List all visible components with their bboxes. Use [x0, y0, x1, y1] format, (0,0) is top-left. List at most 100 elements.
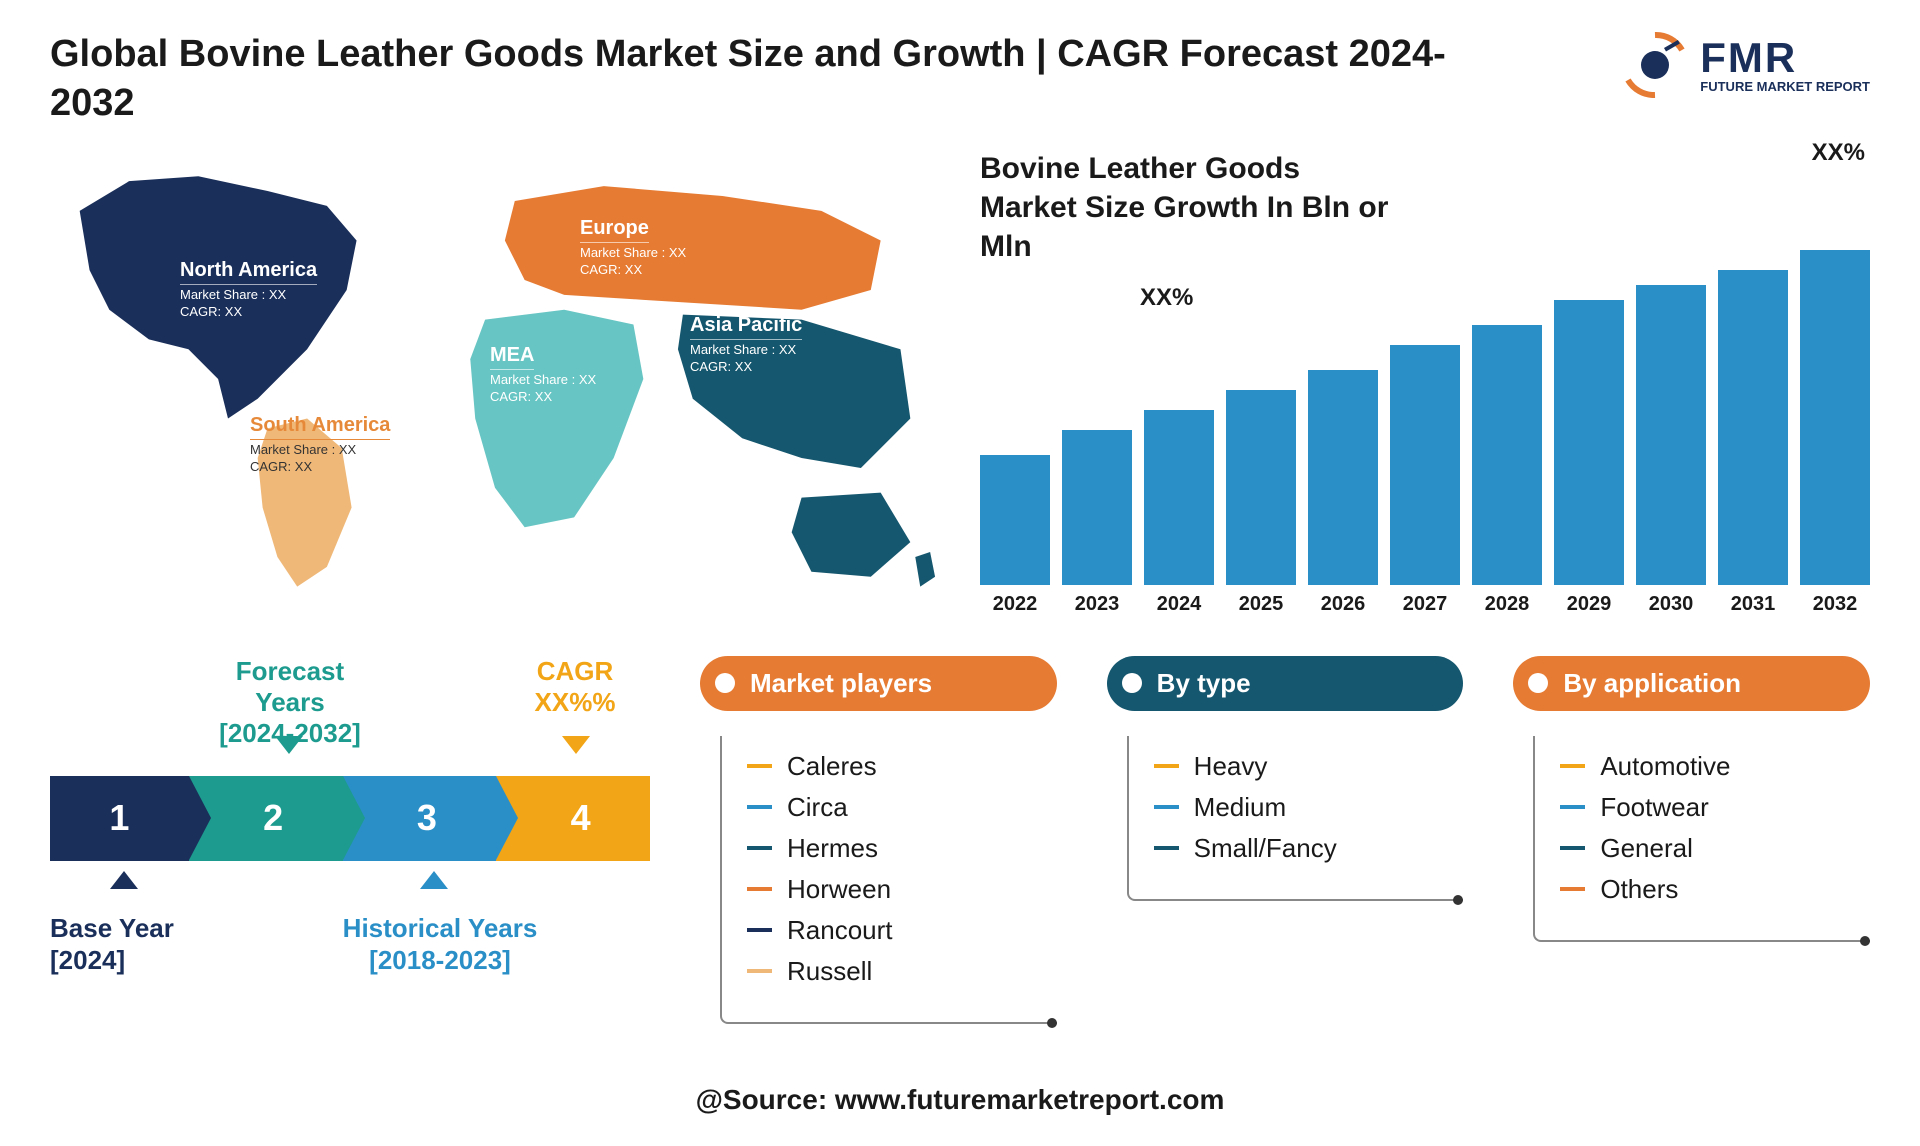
fmr-logo-icon: [1620, 30, 1690, 100]
arrow-cagr-icon: [562, 736, 590, 754]
bar: [1226, 390, 1296, 585]
category-label: Circa: [787, 792, 848, 823]
header: Global Bovine Leather Goods Market Size …: [50, 30, 1870, 129]
category-dash-icon: [747, 969, 772, 973]
bar-year-label: 2023: [1075, 593, 1120, 616]
bar-year-label: 2029: [1567, 593, 1612, 616]
region-australia: [792, 492, 911, 576]
chart-title: Bovine Leather Goods Market Size Growth …: [980, 149, 1400, 266]
bar-year-label: 2022: [993, 593, 1038, 616]
category-item: Horween: [747, 874, 1042, 905]
category-label: General: [1600, 833, 1693, 864]
region-mea: [470, 310, 643, 528]
category-label: Russell: [787, 956, 872, 987]
bar-column: 2031: [1718, 270, 1788, 616]
category-label: Hermes: [787, 833, 878, 864]
category-dash-icon: [1154, 805, 1179, 809]
category-item: Rancourt: [747, 915, 1042, 946]
category-label: Rancourt: [787, 915, 893, 946]
bar-year-label: 2032: [1813, 593, 1858, 616]
category-dash-icon: [1154, 846, 1179, 850]
page-title: Global Bovine Leather Goods Market Size …: [50, 30, 1450, 129]
category-label: Others: [1600, 874, 1678, 905]
category-dash-icon: [747, 887, 772, 891]
bar-year-label: 2026: [1321, 593, 1366, 616]
bar-column: 2032: [1800, 250, 1870, 616]
annotation-2024: XX%: [1140, 284, 1193, 312]
arrow-forecast-icon: [275, 736, 303, 754]
category-label: Horween: [787, 874, 891, 905]
label-europe: Europe Market Share : XX CAGR: XX: [580, 217, 686, 279]
hist-label: Historical Years [2018-2023]: [330, 913, 550, 975]
bar-year-label: 2031: [1731, 593, 1776, 616]
bar: [1390, 345, 1460, 585]
category-item: Caleres: [747, 751, 1042, 782]
category-item: Medium: [1154, 792, 1449, 823]
category-dash-icon: [1154, 764, 1179, 768]
bar-chart: Bovine Leather Goods Market Size Growth …: [980, 149, 1870, 616]
by-application-header: By application: [1513, 656, 1870, 711]
category-item: Others: [1560, 874, 1855, 905]
category-label: Heavy: [1194, 751, 1268, 782]
base-label: Base Year [2024]: [50, 913, 200, 975]
bar-year-label: 2030: [1649, 593, 1694, 616]
category-dash-icon: [1560, 764, 1585, 768]
annotation-2032: XX%: [1812, 139, 1865, 167]
category-dash-icon: [1560, 805, 1585, 809]
category-item: Automotive: [1560, 751, 1855, 782]
bar-column: 2030: [1636, 285, 1706, 616]
logo-subtitle: FUTURE MARKET REPORT: [1700, 79, 1870, 94]
world-map: North America Market Share : XX CAGR: XX…: [50, 149, 940, 599]
bar-year-label: 2025: [1239, 593, 1284, 616]
timeline: Forecast Years [2024-2032] CAGR XX%% 1 2…: [50, 656, 650, 976]
category-label: Medium: [1194, 792, 1286, 823]
market-players-section: Market players CaleresCircaHermesHorween…: [700, 656, 1057, 1024]
category-item: Hermes: [747, 833, 1042, 864]
bar: [1554, 300, 1624, 585]
bottom-row: Forecast Years [2024-2032] CAGR XX%% 1 2…: [50, 656, 1870, 1024]
category-dash-icon: [747, 846, 772, 850]
bar: [980, 455, 1050, 585]
logo-fmr: FMR: [1700, 37, 1870, 79]
cagr-label: CAGR XX%%: [510, 656, 640, 718]
region-nz: [915, 552, 935, 587]
bar: [1800, 250, 1870, 585]
logo: FMR FUTURE MARKET REPORT: [1620, 30, 1870, 100]
bar-column: 2023: [1062, 430, 1132, 616]
bar: [1144, 410, 1214, 585]
bar-year-label: 2028: [1485, 593, 1530, 616]
category-label: Caleres: [787, 751, 877, 782]
bar: [1718, 270, 1788, 585]
category-dash-icon: [747, 805, 772, 809]
category-item: Heavy: [1154, 751, 1449, 782]
category-dash-icon: [1560, 887, 1585, 891]
bar-column: 2025: [1226, 390, 1296, 616]
market-players-list: Caleres Circa Hermes Horween Rancourt Russell: [720, 736, 1057, 1024]
region-europe: [505, 186, 881, 310]
bar-column: 2027: [1390, 345, 1460, 616]
tl-block-1: 1: [50, 776, 189, 861]
bar: [1472, 325, 1542, 585]
category-label: Footwear: [1600, 792, 1708, 823]
bar-column: 2028: [1472, 325, 1542, 616]
arrow-base-icon: [110, 871, 138, 889]
by-type-section: By type HeavyMediumSmall/Fancy: [1107, 656, 1464, 901]
bar: [1062, 430, 1132, 585]
timeline-blocks: 1 2 3 4: [50, 776, 650, 861]
bar-year-label: 2024: [1157, 593, 1202, 616]
label-asia-pacific: Asia Pacific Market Share : XX CAGR: XX: [690, 314, 802, 376]
logo-text: FMR FUTURE MARKET REPORT: [1700, 37, 1870, 94]
label-north-america: North America Market Share : XX CAGR: XX: [180, 259, 317, 321]
label-mea: MEA Market Share : XX CAGR: XX: [490, 344, 596, 406]
category-item: Russell: [747, 956, 1042, 987]
category-label: Automotive: [1600, 751, 1730, 782]
by-application-section: By application Automotive Footwear General…: [1513, 656, 1870, 942]
category-dash-icon: [1560, 846, 1585, 850]
category-item: Small/Fancy: [1154, 833, 1449, 864]
by-type-list: Heavy Medium Small/Fancy: [1127, 736, 1464, 901]
bar-column: 2024: [1144, 410, 1214, 616]
bar: [1636, 285, 1706, 585]
tl-block-3: 3: [343, 776, 497, 861]
category-item: General: [1560, 833, 1855, 864]
bar-column: 2026: [1308, 370, 1378, 616]
